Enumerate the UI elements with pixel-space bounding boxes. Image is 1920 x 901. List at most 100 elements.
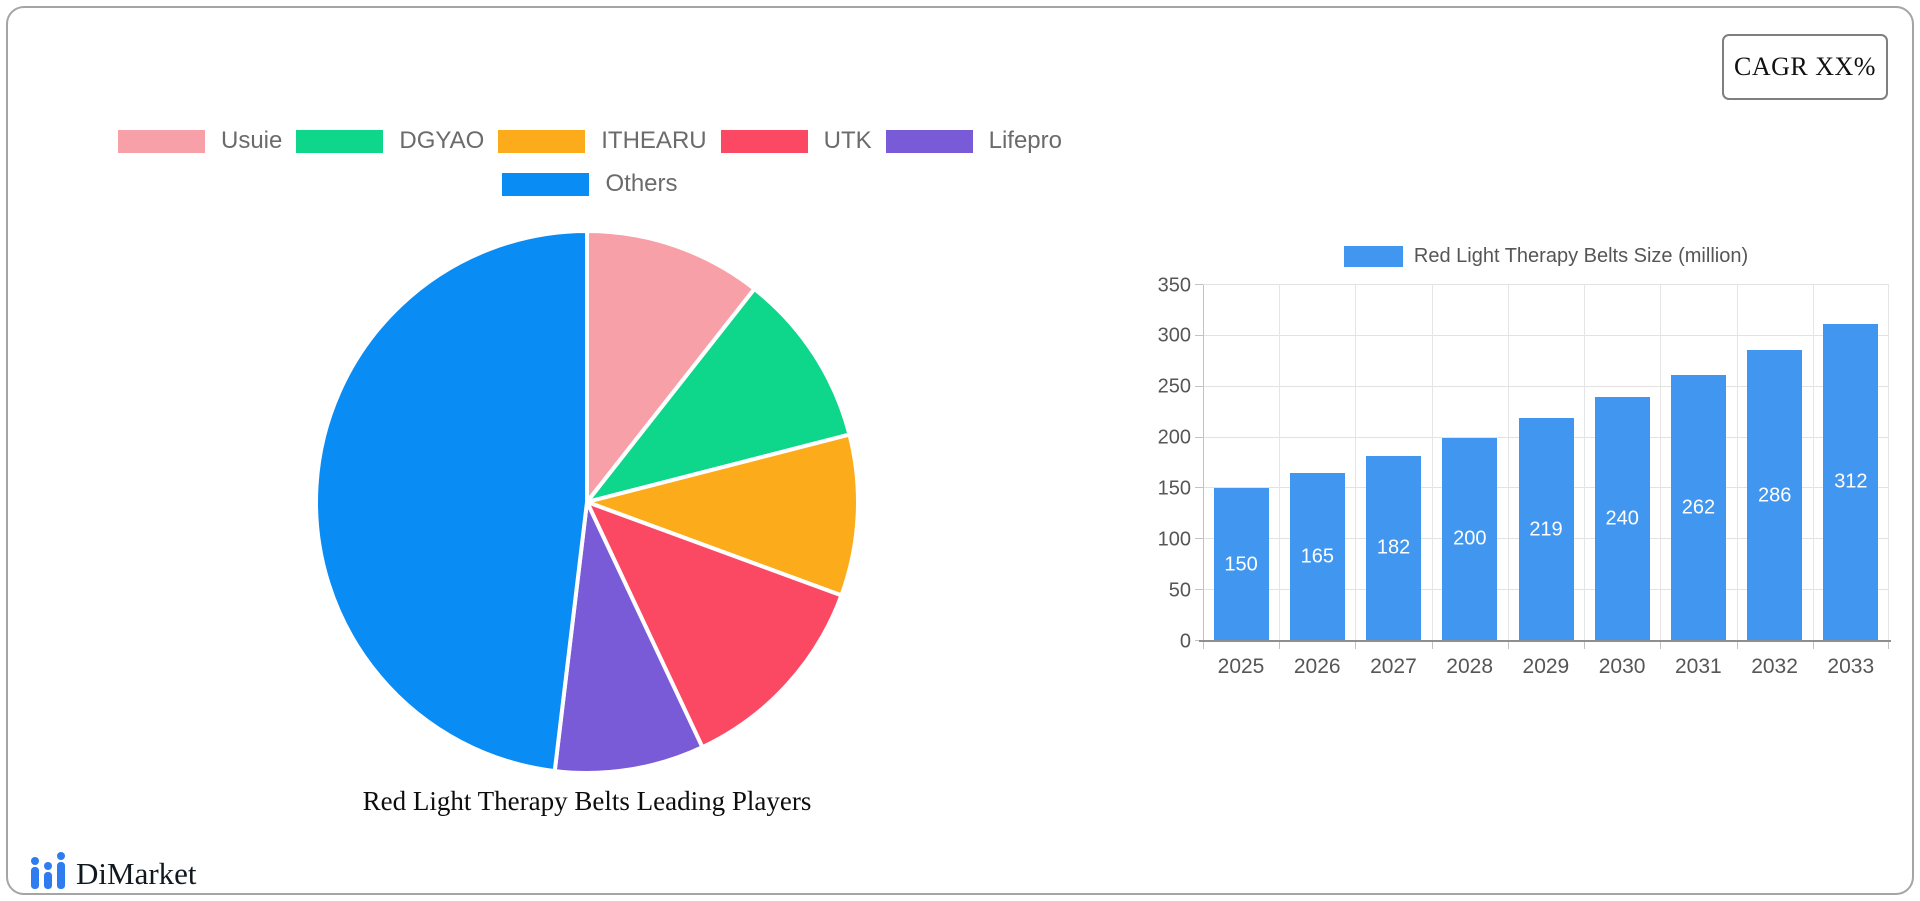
pie-legend-row-2: Others <box>0 172 1180 196</box>
y-tick-label-200: 200 <box>1157 426 1191 449</box>
x-tick-mark <box>1203 641 1204 649</box>
gridline-x <box>1660 285 1662 641</box>
x-tick-mark <box>1736 641 1738 649</box>
gridline-x <box>1888 285 1889 641</box>
x-tick-label-2031: 2031 <box>1674 655 1722 678</box>
gridline-x <box>1507 285 1509 641</box>
bar-value-label-2031: 262 <box>1681 496 1716 519</box>
legend-item-usuie: Usuie <box>118 129 282 153</box>
cagr-box: CAGR XX% <box>1722 34 1888 100</box>
legend-swatch-others <box>502 172 590 196</box>
x-tick-mark <box>1279 641 1281 649</box>
bar-2030: 240 <box>1594 396 1650 641</box>
bar-value-label-2026: 165 <box>1300 545 1335 568</box>
y-tick-mark <box>1195 538 1203 540</box>
y-tick-mark <box>1195 284 1203 285</box>
x-tick-label-2026: 2026 <box>1293 655 1341 678</box>
gridline-x <box>1736 285 1738 641</box>
y-tick-label-100: 100 <box>1157 528 1191 551</box>
bar-2032: 286 <box>1747 350 1803 641</box>
pie-slice-ithearu <box>585 432 861 598</box>
y-tick-label-250: 250 <box>1157 375 1191 398</box>
pie-chart <box>314 229 861 775</box>
x-tick-mark <box>1660 641 1662 649</box>
bar-value-label-2030: 240 <box>1605 507 1639 530</box>
bar-2027: 182 <box>1366 455 1422 641</box>
legend-swatch-usuie <box>118 129 205 153</box>
legend-label-ithearu: ITHEARU <box>601 127 707 154</box>
legend-item-lifepro: Lifepro <box>885 127 1062 154</box>
pie-slice-others <box>314 229 589 774</box>
bar-chart-icon-glyph <box>31 852 65 889</box>
bar-legend: Red Light Therapy Belts Size (million) <box>1203 245 1889 268</box>
bar-value-label-2032: 286 <box>1757 484 1792 507</box>
bar-chart-icon <box>31 852 65 889</box>
bar-2025: 150 <box>1213 488 1269 641</box>
x-tick-label-2030: 2030 <box>1598 655 1646 678</box>
gridline-y-300 <box>1203 334 1889 336</box>
pie-slice-dgyao <box>585 286 852 504</box>
gridline-x <box>1584 285 1586 641</box>
axis-x <box>1199 640 1891 642</box>
cagr-label: CAGR XX% <box>1734 52 1876 81</box>
legend-swatch-lifepro <box>885 129 973 153</box>
x-tick-mark <box>1888 641 1889 649</box>
legend-swatch-ithearu <box>498 129 586 153</box>
x-tick-label-2028: 2028 <box>1446 655 1494 678</box>
x-tick-label-2032: 2032 <box>1751 655 1798 678</box>
bar-value-label-2033: 312 <box>1834 470 1868 493</box>
gridline-y-250 <box>1203 385 1889 387</box>
bar-legend-label: Red Light Therapy Belts Size (million) <box>1413 245 1749 267</box>
y-tick-mark <box>1195 589 1203 591</box>
x-tick-mark <box>1812 641 1814 649</box>
y-tick-mark <box>1195 334 1203 336</box>
x-tick-label-2029: 2029 <box>1522 655 1570 678</box>
bar-2031: 262 <box>1670 374 1726 641</box>
bar-plot: 0 50 100 150 200 250 300 350 150 2025 165 2026 182 20… <box>1158 274 1891 678</box>
y-tick-label-350: 350 <box>1157 274 1191 296</box>
x-tick-mark <box>1507 641 1509 649</box>
legend-item-ithearu: ITHEARU <box>498 127 707 154</box>
y-tick-label-50: 50 <box>1168 579 1191 602</box>
bar-legend-swatch <box>1343 246 1403 267</box>
legend-label-usuie: Usuie <box>221 127 283 154</box>
x-tick-mark <box>1584 641 1586 649</box>
gridline-x <box>1279 285 1281 641</box>
bar-value-label-2028: 200 <box>1453 527 1487 550</box>
y-tick-label-300: 300 <box>1157 324 1191 347</box>
legend-label-others: Others <box>605 170 678 197</box>
brand-logo-text: DiMarket <box>76 856 197 891</box>
y-tick-mark <box>1195 487 1203 489</box>
gridline-x <box>1812 285 1814 641</box>
bar-value-label-2027: 182 <box>1376 536 1411 559</box>
legend-label-dgyao: DGYAO <box>399 127 485 154</box>
bar-value-label-2029: 219 <box>1529 518 1563 541</box>
pie-slice-usuie <box>585 229 757 504</box>
gridline-x <box>1355 285 1357 641</box>
legend-swatch-utk <box>720 129 808 153</box>
y-tick-mark <box>1195 436 1203 438</box>
legend-item-dgyao: DGYAO <box>296 129 484 153</box>
legend-item-utk: UTK <box>720 127 872 154</box>
brand-logo: DiMarket <box>30 852 197 889</box>
pie-legend-row-1: Usuie DGYAO ITHEARU UTK Lifepro <box>0 129 1180 153</box>
pie-title: Red Light Therapy Belts Leading Players <box>362 786 812 816</box>
x-tick-label-2027: 2027 <box>1370 655 1417 678</box>
bar-2026: 165 <box>1289 473 1345 641</box>
pie-slice-utk <box>585 500 844 750</box>
y-tick-mark <box>1195 385 1203 387</box>
y-tick-label-0: 0 <box>1179 630 1191 652</box>
x-tick-mark <box>1355 641 1357 649</box>
gridline-y-350 <box>1203 284 1889 285</box>
gridline-x <box>1431 285 1433 641</box>
legend-label-utk: UTK <box>823 127 872 154</box>
x-tick-label-2025: 2025 <box>1217 655 1265 678</box>
legend-label-lifepro: Lifepro <box>988 127 1062 154</box>
bar-2033: 312 <box>1823 323 1879 641</box>
bar-value-label-2025: 150 <box>1224 553 1258 576</box>
legend-swatch-dgyao <box>296 129 384 153</box>
x-tick-label-2033: 2033 <box>1827 655 1875 678</box>
pie-slice-lifepro <box>552 500 705 775</box>
axis-y <box>1203 285 1204 641</box>
